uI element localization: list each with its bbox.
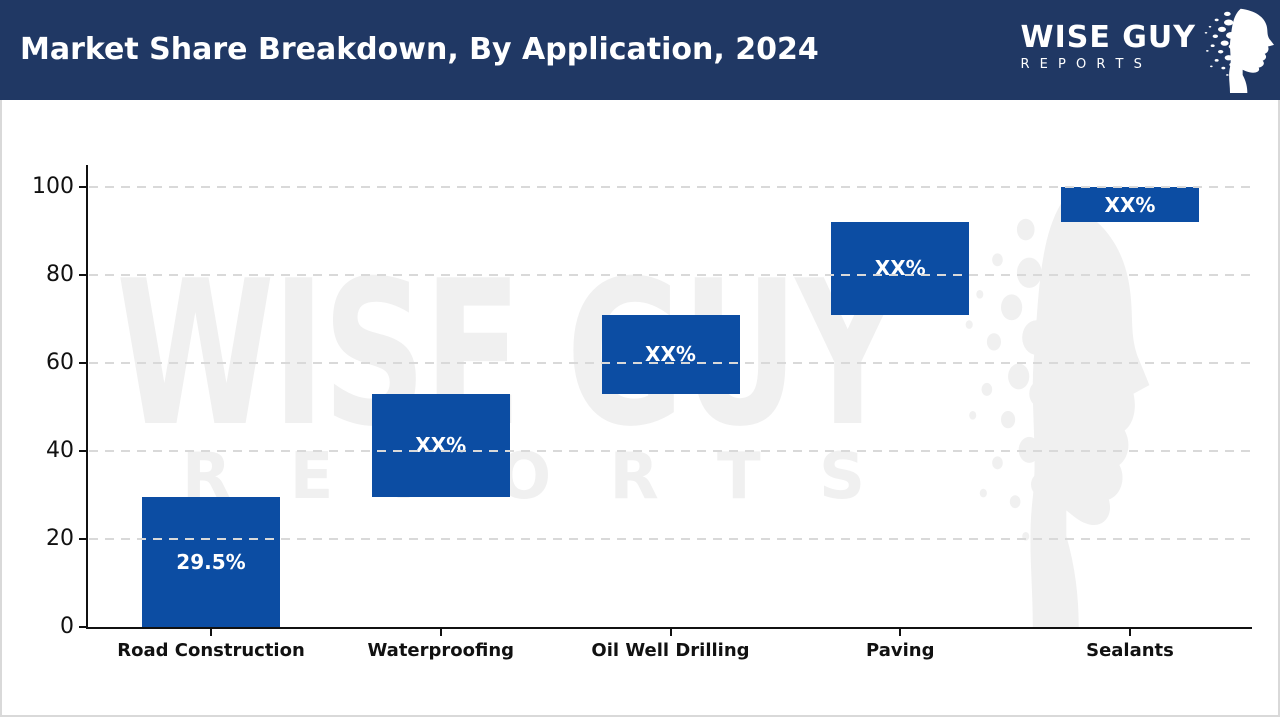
bar-value-label: XX% (874, 256, 926, 281)
gridline (89, 186, 1252, 188)
header-bar: Market Share Breakdown, By Application, … (0, 0, 1280, 100)
y-tick-label: 20 (46, 526, 74, 551)
y-tick-label: 80 (46, 262, 74, 287)
y-tick-mark (79, 626, 87, 628)
bar-value-label: 29.5% (176, 550, 246, 575)
watermark-tagline-text: R E P O R T S (182, 440, 884, 514)
y-tick-mark (79, 274, 87, 276)
bar-segment: XX% (601, 314, 740, 394)
y-tick-label: 60 (46, 350, 74, 375)
category-label: Road Construction (117, 640, 305, 661)
y-tick-mark (79, 362, 87, 364)
y-tick-mark (79, 450, 87, 452)
frame-bottom (0, 715, 1280, 717)
bar-segment: XX% (371, 393, 510, 498)
gridline (89, 362, 1252, 364)
bar-segment: XX% (831, 222, 970, 315)
bar-segment: 29.5% (142, 497, 280, 627)
bar-segment: XX% (1061, 187, 1199, 223)
x-tick-mark (669, 629, 672, 636)
category-label: Waterproofing (367, 640, 515, 661)
bar-value-label: XX% (1104, 192, 1156, 217)
frame-right (1278, 100, 1280, 717)
x-tick-mark (439, 629, 442, 636)
y-axis-line (86, 165, 88, 627)
y-tick-label: 100 (32, 174, 74, 199)
category-label: Oil Well Drilling (591, 640, 750, 661)
y-tick-label: 40 (46, 438, 74, 463)
frame-left (0, 100, 2, 717)
x-tick-mark (210, 629, 212, 636)
watermark-face-icon (965, 203, 1150, 627)
y-tick-mark (79, 186, 87, 188)
category-label: Sealants (1086, 640, 1174, 661)
category-label: Paving (866, 640, 935, 661)
x-tick-mark (1129, 629, 1131, 636)
y-tick-mark (79, 538, 87, 540)
gridline (89, 538, 1252, 540)
page-title: Market Share Breakdown, By Application, … (20, 32, 819, 67)
x-tick-mark (899, 629, 902, 636)
brand-name: WISE GUY (1020, 20, 1196, 55)
brand-tagline: R E P O R T S (1020, 56, 1145, 72)
brand-logo: WISE GUY R E P O R T S (1020, 22, 1196, 72)
x-axis-line (86, 627, 1252, 629)
y-tick-label: 0 (60, 614, 74, 639)
brand-face-icon (1204, 8, 1274, 93)
gridline (89, 274, 1252, 276)
bar-value-label: XX% (415, 433, 467, 458)
gridline (89, 450, 1252, 452)
